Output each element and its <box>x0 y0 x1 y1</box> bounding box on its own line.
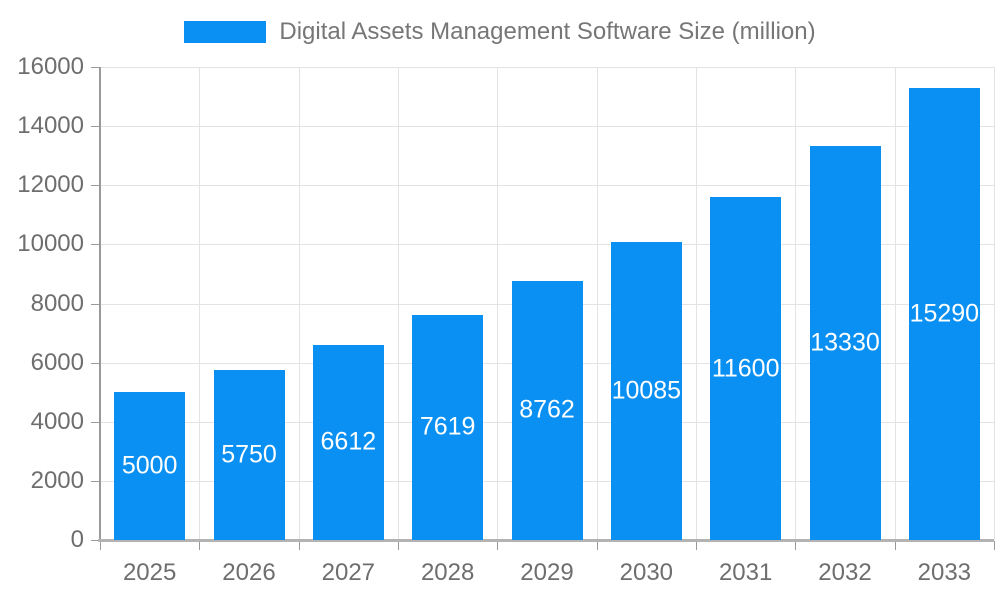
bar-value-label: 10085 <box>611 376 682 405</box>
bar-value-label: 13330 <box>810 328 880 357</box>
bar-2029[interactable] <box>511 280 583 540</box>
gridline-h <box>100 126 994 128</box>
y-axis-tick-label: 10000 <box>17 230 84 258</box>
y-axis-tick-label: 14000 <box>17 112 84 140</box>
bar-value-label: 6612 <box>320 427 377 456</box>
bar-value-label: 15290 <box>909 299 980 328</box>
gridline-v <box>497 67 499 540</box>
y-axis-tick <box>91 303 100 305</box>
x-axis-tick <box>100 541 101 550</box>
y-axis-tick-label: 16000 <box>17 53 84 80</box>
y-axis-tick-label: 2000 <box>30 466 84 494</box>
bar-2027[interactable] <box>312 344 384 540</box>
x-axis-tick-label: 2027 <box>321 559 376 586</box>
gridline-v <box>795 67 797 540</box>
legend-label: Digital Assets Management Software Size … <box>279 18 816 45</box>
y-axis-tick-label: 4000 <box>30 407 84 435</box>
gridline-h <box>100 244 994 246</box>
bar-2030[interactable] <box>610 241 682 540</box>
y-axis-line <box>99 67 101 540</box>
x-axis-tick <box>199 541 201 550</box>
x-axis-tick-label: 2033 <box>917 559 972 586</box>
legend[interactable]: Digital Assets Management Software Size … <box>0 18 1000 46</box>
gridline-v <box>994 67 995 540</box>
x-axis-tick <box>795 541 797 550</box>
gridline-v <box>398 67 399 540</box>
y-axis-tick <box>91 126 100 128</box>
x-axis-tick-label: 2032 <box>818 559 872 586</box>
y-axis-tick-label: 8000 <box>30 289 84 317</box>
bar-value-label: 5000 <box>121 451 178 480</box>
y-axis-tick <box>91 67 100 68</box>
x-axis-tick-label: 2029 <box>520 559 574 586</box>
bar-2032[interactable] <box>809 145 881 540</box>
x-axis-tick <box>894 541 896 550</box>
bar-2031[interactable] <box>710 197 782 540</box>
gridline-v <box>894 67 896 540</box>
gridline-v <box>298 67 300 540</box>
y-axis-tick <box>91 185 100 187</box>
x-axis-tick-label: 2025 <box>122 559 177 586</box>
y-axis-tick <box>91 480 100 482</box>
plot-area: 0 2000 4000 6000 8000 10000 12000 14000 16000 500… <box>17 53 995 586</box>
gridline-v <box>199 67 201 540</box>
x-axis-tick-label: 2031 <box>718 559 773 586</box>
bar-value-label: 7619 <box>419 412 476 441</box>
x-axis-tick <box>596 541 598 550</box>
gridline-h <box>100 67 994 68</box>
bar-2033[interactable] <box>908 87 980 540</box>
y-axis-tick <box>91 244 100 246</box>
bar-2025[interactable] <box>114 392 186 540</box>
bar-value-label: 5750 <box>221 440 277 469</box>
x-axis-tick <box>398 541 399 550</box>
x-axis-line <box>98 538 994 542</box>
x-axis-tick-label: 2030 <box>619 559 674 586</box>
legend-swatch-icon <box>184 21 267 43</box>
x-axis-tick <box>696 541 697 550</box>
x-axis-tick-label: 2026 <box>222 559 276 586</box>
y-axis-tick-label: 0 <box>70 526 84 553</box>
x-axis-tick <box>298 541 300 550</box>
y-axis-tick <box>91 421 100 423</box>
y-axis-tick <box>91 540 100 541</box>
bar-2028[interactable] <box>412 314 484 540</box>
bar-value-label: 8762 <box>519 395 575 424</box>
y-axis-tick <box>91 362 100 364</box>
bar-2026[interactable] <box>213 370 285 540</box>
x-axis-tick <box>994 541 995 550</box>
gridline-v <box>596 67 598 540</box>
gridline-h <box>100 185 994 187</box>
y-axis-tick-label: 6000 <box>30 348 84 376</box>
y-axis-tick-label: 12000 <box>17 171 84 199</box>
bar-value-label: 11600 <box>711 354 780 383</box>
x-axis-tick <box>497 541 499 550</box>
gridline-v <box>696 67 697 540</box>
x-axis-tick-label: 2028 <box>420 559 475 586</box>
